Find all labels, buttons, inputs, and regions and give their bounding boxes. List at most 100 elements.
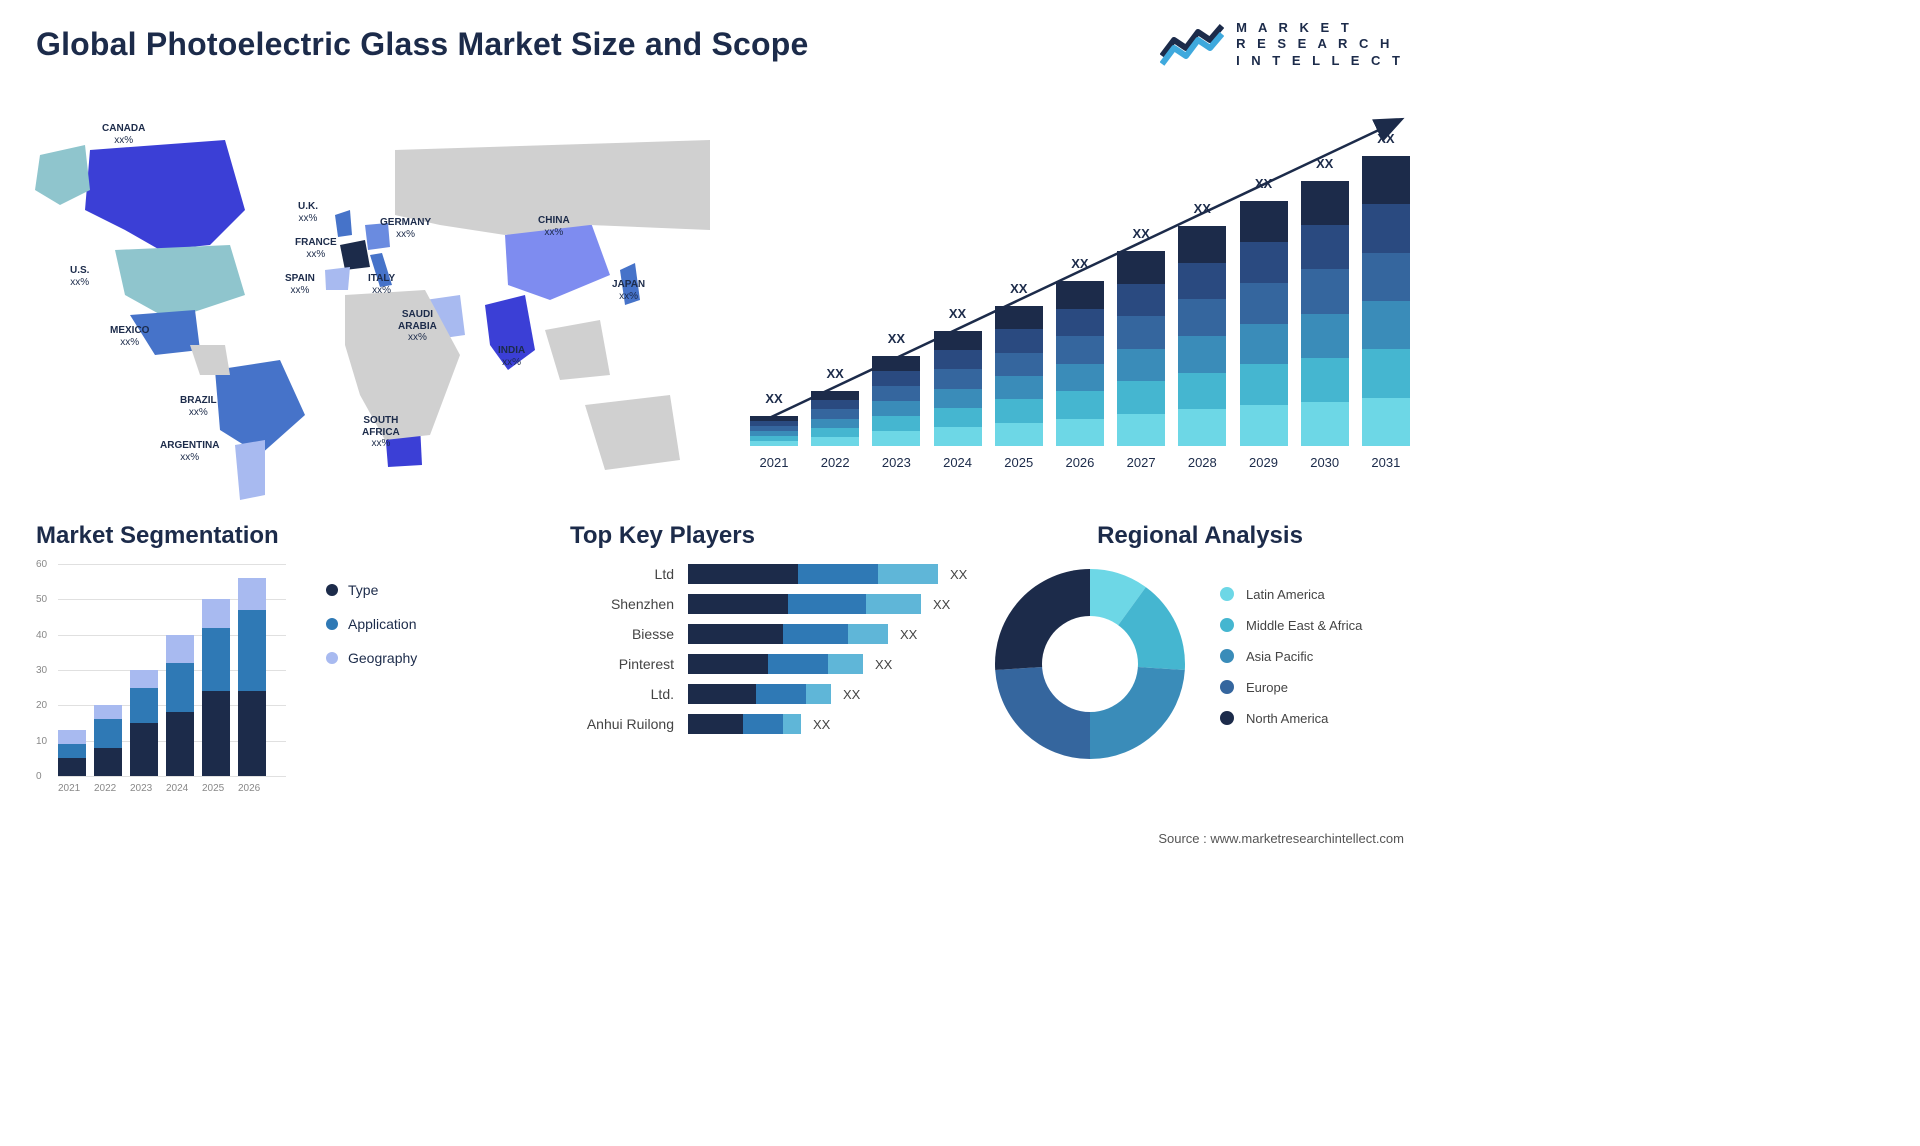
growth-bar-label: XX bbox=[1255, 176, 1272, 191]
map-label-italy: ITALYxx% bbox=[368, 273, 395, 296]
player-name: Anhui Ruilong bbox=[570, 716, 688, 732]
growth-bar-2024: XX bbox=[934, 306, 982, 446]
player-row: Biesse XX bbox=[570, 624, 970, 644]
player-row: Anhui RuilongXX bbox=[570, 714, 970, 734]
growth-bar-2030: XX bbox=[1301, 156, 1349, 446]
seg-legend-item: Application bbox=[326, 616, 417, 632]
logo-icon bbox=[1160, 22, 1224, 66]
map-label-china: CHINAxx% bbox=[538, 215, 570, 238]
regional-legend-item: Latin America bbox=[1220, 587, 1362, 602]
regional-donut-chart bbox=[990, 564, 1190, 764]
seg-ytick: 30 bbox=[36, 665, 47, 676]
seg-xtick: 2024 bbox=[166, 783, 188, 794]
seg-bar-2024 bbox=[166, 635, 194, 776]
player-value: XX bbox=[900, 627, 917, 642]
market-segmentation-section: Market Segmentation 0102030405060 202120… bbox=[36, 522, 466, 794]
map-label-canada: CANADAxx% bbox=[102, 123, 145, 146]
player-bar bbox=[688, 714, 801, 734]
map-region-australia bbox=[585, 395, 680, 470]
brand-logo: M A R K E T R E S E A R C H I N T E L L … bbox=[1160, 20, 1404, 69]
seg-legend-item: Type bbox=[326, 582, 417, 598]
growth-bar-2026: XX bbox=[1056, 256, 1104, 446]
segmentation-chart: 0102030405060 202120222023202420252026 bbox=[36, 564, 286, 794]
logo-text: M A R K E T R E S E A R C H I N T E L L … bbox=[1236, 20, 1404, 69]
map-label-germany: GERMANYxx% bbox=[380, 217, 431, 240]
growth-year-label: 2021 bbox=[750, 455, 798, 470]
regional-legend-item: Europe bbox=[1220, 680, 1362, 695]
growth-bar-label: XX bbox=[1377, 131, 1394, 146]
player-name: Shenzhen bbox=[570, 596, 688, 612]
segmentation-title: Market Segmentation bbox=[36, 522, 466, 550]
map-region-seasia bbox=[545, 320, 610, 380]
map-region-france bbox=[340, 240, 370, 270]
growth-bar-2022: XX bbox=[811, 366, 859, 446]
growth-bar-2031: XX bbox=[1362, 131, 1410, 446]
player-row: Ltd. XX bbox=[570, 684, 970, 704]
world-map: CANADAxx%U.S.xx%MEXICOxx%BRAZILxx%ARGENT… bbox=[30, 95, 720, 505]
growth-bar-label: XX bbox=[1010, 281, 1027, 296]
growth-year-label: 2026 bbox=[1056, 455, 1104, 470]
growth-bar-label: XX bbox=[888, 331, 905, 346]
growth-year-label: 2027 bbox=[1117, 455, 1165, 470]
player-name: Pinterest bbox=[570, 656, 688, 672]
player-bar bbox=[688, 594, 921, 614]
regional-title: Regional Analysis bbox=[990, 522, 1410, 550]
growth-year-label: 2029 bbox=[1240, 455, 1288, 470]
key-players-chart: LtdXX Shenzhen XX Biesse XX Pinterest XX Ltd. XX… bbox=[570, 564, 970, 734]
growth-bar-2021: XX bbox=[750, 391, 798, 446]
player-bar bbox=[688, 624, 888, 644]
growth-bar-2028: XX bbox=[1178, 201, 1226, 446]
seg-bar-2025 bbox=[202, 599, 230, 776]
growth-bar-label: XX bbox=[827, 366, 844, 381]
map-region-usa-alaska bbox=[35, 145, 90, 205]
map-label-spain: SPAINxx% bbox=[285, 273, 315, 296]
player-name: Biesse bbox=[570, 626, 688, 642]
player-value: XX bbox=[933, 597, 950, 612]
growth-bar-label: XX bbox=[1132, 226, 1149, 241]
map-region-usa bbox=[115, 245, 245, 320]
map-label-india: INDIAxx% bbox=[498, 345, 525, 368]
source-text: Source : www.marketresearchintellect.com bbox=[1158, 831, 1404, 846]
map-region-uk bbox=[335, 210, 352, 237]
growth-year-label: 2030 bbox=[1301, 455, 1349, 470]
growth-bar-2025: XX bbox=[995, 281, 1043, 446]
map-region-samerica-rest bbox=[190, 345, 230, 375]
map-region-canada bbox=[85, 140, 245, 250]
player-row: Pinterest XX bbox=[570, 654, 970, 674]
growth-bar-2029: XX bbox=[1240, 176, 1288, 446]
player-value: XX bbox=[875, 657, 892, 672]
seg-ytick: 60 bbox=[36, 559, 47, 570]
growth-year-label: 2028 bbox=[1178, 455, 1226, 470]
growth-bar-label: XX bbox=[949, 306, 966, 321]
seg-xtick: 2026 bbox=[238, 783, 260, 794]
map-label-brazil: BRAZILxx% bbox=[180, 395, 217, 418]
player-value: XX bbox=[843, 687, 860, 702]
seg-xtick: 2023 bbox=[130, 783, 152, 794]
map-label-saudi-arabia: SAUDIARABIAxx% bbox=[398, 309, 437, 344]
player-bar bbox=[688, 654, 863, 674]
regional-legend-item: Middle East & Africa bbox=[1220, 618, 1362, 633]
seg-xtick: 2025 bbox=[202, 783, 224, 794]
map-label-u-k-: U.K.xx% bbox=[298, 201, 318, 224]
growth-year-label: 2025 bbox=[995, 455, 1043, 470]
seg-ytick: 0 bbox=[36, 771, 42, 782]
regional-legend: Latin AmericaMiddle East & AfricaAsia Pa… bbox=[1220, 587, 1362, 742]
map-label-south-africa: SOUTHAFRICAxx% bbox=[362, 415, 400, 450]
growth-year-label: 2024 bbox=[934, 455, 982, 470]
growth-bar-label: XX bbox=[765, 391, 782, 406]
player-bar bbox=[688, 684, 831, 704]
growth-bar-label: XX bbox=[1071, 256, 1088, 271]
map-label-u-s-: U.S.xx% bbox=[70, 265, 89, 288]
player-name: Ltd. bbox=[570, 686, 688, 702]
segmentation-legend: TypeApplicationGeography bbox=[326, 582, 417, 684]
seg-xtick: 2021 bbox=[58, 783, 80, 794]
seg-xtick: 2022 bbox=[94, 783, 116, 794]
regional-analysis-section: Regional Analysis Latin America Middle Ea… bbox=[990, 522, 1410, 764]
seg-ytick: 20 bbox=[36, 700, 47, 711]
seg-ytick: 10 bbox=[36, 736, 47, 747]
seg-bar-2023 bbox=[130, 670, 158, 776]
player-row: LtdXX bbox=[570, 564, 970, 584]
player-row: Shenzhen XX bbox=[570, 594, 970, 614]
map-label-france: FRANCExx% bbox=[295, 237, 337, 260]
growth-bar-2027: XX bbox=[1117, 226, 1165, 446]
